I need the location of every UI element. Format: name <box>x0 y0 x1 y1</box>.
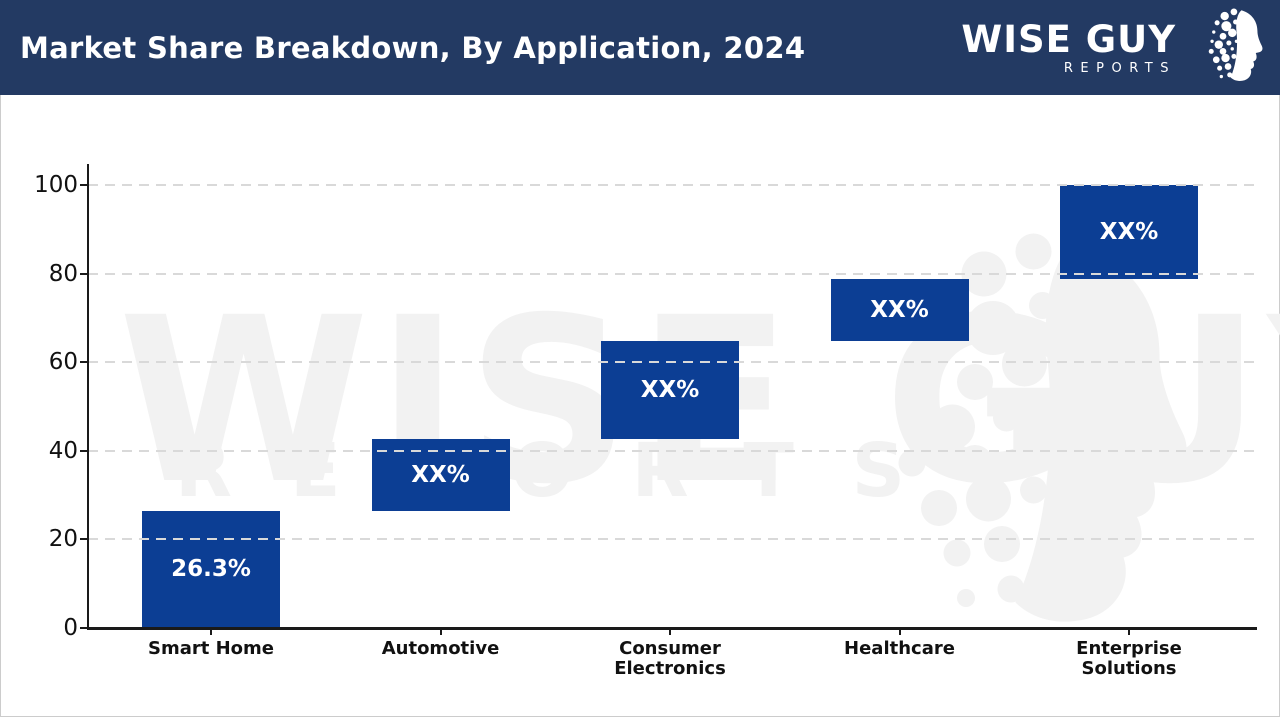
header-bar: Market Share Breakdown, By Application, … <box>0 0 1280 95</box>
bar-value-label: 26.3% <box>171 556 251 583</box>
y-axis-tick <box>80 361 87 363</box>
y-gridline <box>88 538 1257 540</box>
y-gridline <box>88 272 1257 275</box>
bar-segment <box>830 279 969 342</box>
y-axis-tick <box>80 538 87 540</box>
y-axis-tick-label: 60 <box>48 349 78 375</box>
bar-value-label: XX% <box>1099 219 1159 246</box>
x-axis-line <box>87 626 1257 630</box>
y-axis-tick-label: 80 <box>48 260 78 287</box>
bar-segment <box>142 511 280 628</box>
y-axis-tick-label: 20 <box>48 526 78 552</box>
y-axis-tick <box>80 272 87 275</box>
bar-value-label: XX% <box>870 297 929 324</box>
x-axis-category-label: Healthcare <box>844 637 955 659</box>
watermark-subtext: REPORTS <box>175 428 964 514</box>
bar-segment <box>1060 185 1198 280</box>
y-gridline <box>88 361 1257 363</box>
bar-value-label: XX% <box>411 462 470 489</box>
y-gridline <box>88 449 1257 452</box>
brand-name: WISE GUY <box>961 18 1176 61</box>
y-axis-tick-label: 100 <box>34 172 78 198</box>
x-axis-category-label: Consumer Electronics <box>614 637 726 680</box>
bar-segment <box>601 341 739 439</box>
frame-left-line <box>0 95 1 717</box>
y-axis-tick <box>80 449 87 452</box>
y-axis-tick <box>80 184 87 186</box>
x-axis-tick <box>439 627 442 635</box>
x-axis-tick <box>210 627 212 635</box>
y-axis-tick-label: 0 <box>63 614 78 641</box>
y-axis-tick-label: 40 <box>48 437 78 464</box>
brand-logo-text: WISE GUY REPORTS <box>961 21 1176 75</box>
watermark-face-icon <box>898 233 1187 622</box>
x-axis-category-label: Automotive <box>381 637 500 659</box>
x-axis-tick <box>669 627 671 635</box>
x-axis-tick <box>898 627 901 635</box>
bar-value-label: XX% <box>640 377 700 404</box>
x-axis-category-label: Enterprise Solutions <box>1076 637 1182 680</box>
x-axis-category-label: Smart Home <box>147 637 274 659</box>
x-axis-tick <box>1128 627 1130 635</box>
y-axis-line <box>87 164 89 630</box>
page-title: Market Share Breakdown, By Application, … <box>20 30 806 65</box>
y-axis-tick <box>80 626 87 629</box>
brand-subname: REPORTS <box>1063 61 1176 76</box>
frame-bottom-line <box>0 716 1280 717</box>
y-gridline <box>88 184 1257 186</box>
brand-logo: WISE GUY REPORTS <box>961 6 1266 90</box>
wiseguy-face-icon <box>1208 8 1263 81</box>
